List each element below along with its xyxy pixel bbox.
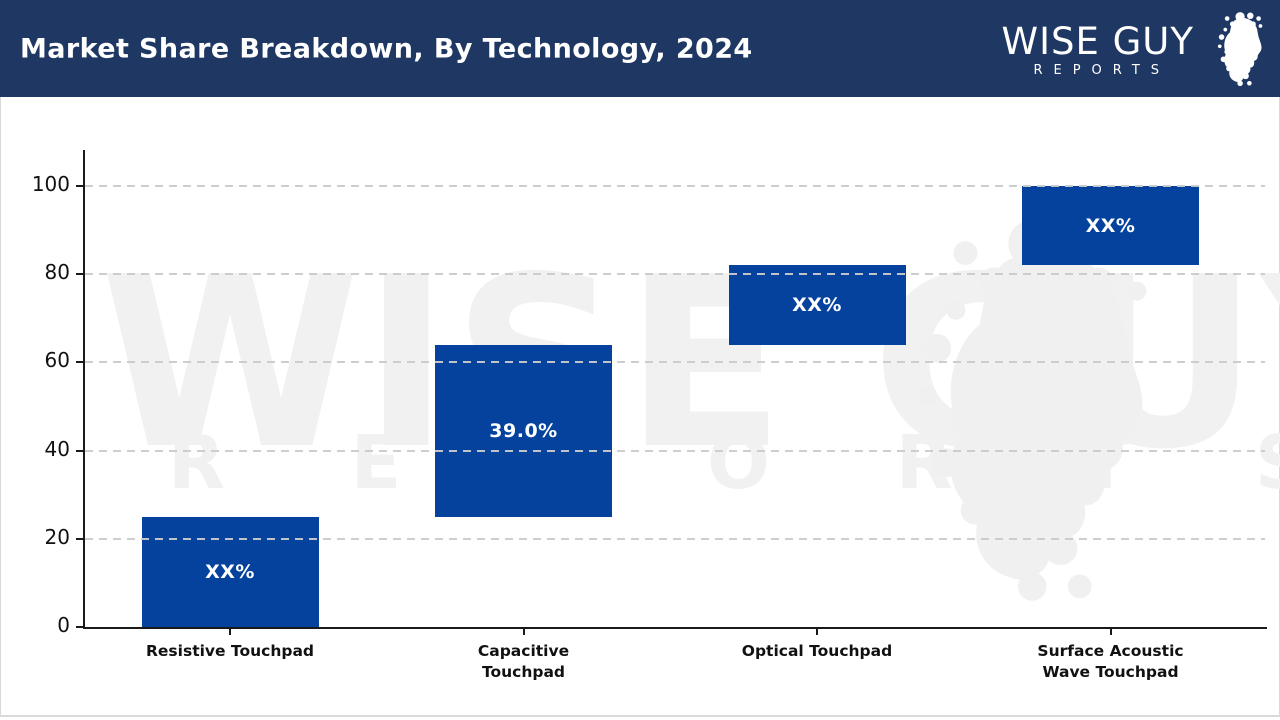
- bar-value-label: XX%: [205, 560, 255, 583]
- x-tick-mark: [522, 629, 525, 635]
- y-tick-label: 60: [44, 348, 70, 373]
- y-axis-line: [83, 150, 85, 629]
- bar-segment: 39.0%: [435, 344, 612, 517]
- y-tick-label: 100: [31, 172, 70, 196]
- x-category-label: Resistive Touchpad: [145, 642, 315, 660]
- bar-value-label: 39.0%: [489, 419, 558, 442]
- x-tick-mark: [816, 629, 818, 635]
- y-tick-label: 40: [44, 436, 70, 461]
- y-tick-mark: [76, 185, 83, 187]
- logo-face-dots-icon: [1192, 8, 1266, 96]
- x-tick-mark: [1109, 629, 1112, 635]
- y-tick-mark: [76, 449, 83, 452]
- bar-segment: XX%: [728, 265, 906, 345]
- gridline-40: [85, 449, 1265, 452]
- bar-value-label: XX%: [1085, 214, 1136, 237]
- logo-subtitle: REPORTS: [1033, 63, 1171, 78]
- y-tick-label: 20: [44, 524, 70, 549]
- y-tick-label: 80: [44, 260, 70, 285]
- header-bar: Market Share Breakdown, By Technology, 2…: [0, 0, 1280, 97]
- gridline-100: [85, 185, 1265, 187]
- bar-segment: XX%: [141, 516, 319, 627]
- page-title: Market Share Breakdown, By Technology, 2…: [20, 33, 753, 64]
- wise-guy-reports-logo: WISE GUY REPORTS: [1001, 6, 1266, 92]
- gridline-60: [85, 361, 1265, 364]
- gridline-20: [85, 537, 1265, 540]
- logo-wordmark: WISE GUY: [1001, 20, 1194, 63]
- y-tick-label: 0: [57, 613, 70, 637]
- y-tick-mark: [76, 537, 83, 540]
- y-tick-mark: [76, 273, 83, 276]
- bar-value-label: XX%: [792, 294, 842, 317]
- logo-text: WISE GUY REPORTS: [1001, 20, 1194, 79]
- gridline-80: [85, 273, 1265, 276]
- bar-segment: XX%: [1022, 186, 1199, 266]
- x-category-label: Surface Acoustic Wave Touchpad: [1037, 642, 1184, 681]
- y-tick-mark: [76, 626, 83, 628]
- x-tick-mark: [229, 629, 231, 635]
- x-axis-line: [83, 627, 1267, 629]
- x-category-label: Optical Touchpad: [741, 642, 893, 660]
- x-category-label: Capacitive Touchpad: [477, 642, 570, 681]
- y-tick-mark: [76, 361, 83, 364]
